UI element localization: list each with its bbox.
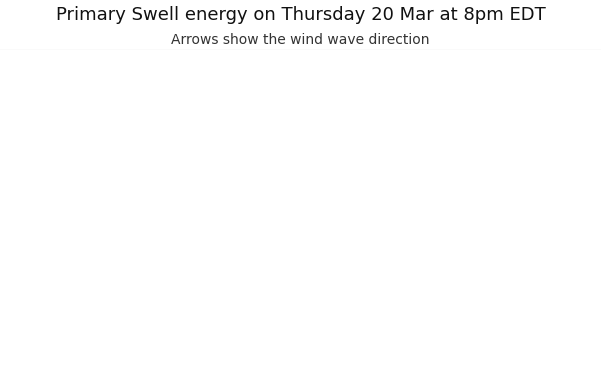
Text: Map requires cartopy: Map requires cartopy bbox=[227, 202, 374, 216]
Text: Primary Swell energy on Thursday 20 Mar at 8pm EDT: Primary Swell energy on Thursday 20 Mar … bbox=[56, 6, 545, 24]
Text: Arrows show the wind wave direction: Arrows show the wind wave direction bbox=[171, 33, 430, 47]
